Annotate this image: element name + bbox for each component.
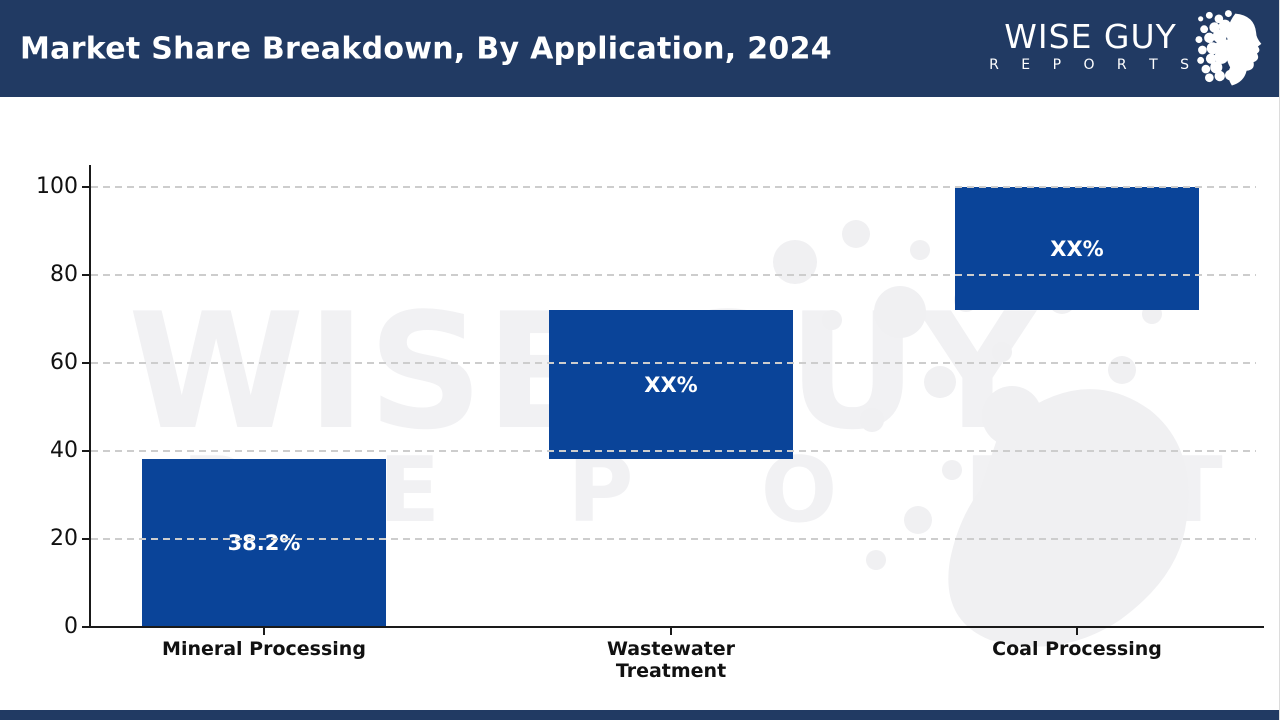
x-tick [1076,628,1078,635]
bar-value-label: XX% [1050,236,1104,261]
x-tick-label-line: Treatment [615,660,727,682]
x-tick-label: Mineral Processing [154,638,374,660]
y-tick-label: 60 [50,350,78,375]
y-axis [89,165,91,628]
y-tick [82,186,90,188]
y-tick-label: 20 [50,526,78,551]
bar-value-label: XX% [644,372,698,397]
gridline [91,274,1256,276]
bar: XX% [549,310,793,459]
y-tick-label: 40 [50,438,78,463]
y-tick [82,274,90,276]
logo-wise-guy-text: WISE GUY [1004,17,1177,56]
y-tick [82,538,90,540]
y-tick-label: 80 [50,262,78,287]
y-tick-label: 0 [64,614,78,639]
y-tick [82,626,90,628]
x-tick [263,628,265,635]
x-tick-label-line: Mineral Processing [162,638,366,660]
logo-wordmark: WISE GUY R E P O R T S [983,17,1198,74]
bar-value-label: 38.2% [227,530,301,555]
x-tick-label-line: Coal Processing [992,638,1162,660]
x-axis [89,626,1264,628]
gridline [91,186,1256,188]
wise-guy-reports-logo: WISE GUY R E P O R T S [989,4,1270,94]
logo-dotted-face-icon [1195,10,1262,86]
header-band: Market Share Breakdown, By Application, … [0,0,1279,97]
x-tick-label: Coal Processing [967,638,1187,660]
gridline [91,538,1256,540]
footer-band [0,710,1279,720]
gridline [91,450,1256,452]
x-tick-label: Wastewater Treatment [561,638,781,682]
y-tick [82,362,90,364]
logo-reports-text: R E P O R T S [989,57,1198,73]
x-tick [670,628,672,635]
y-tick-label: 100 [36,174,78,199]
x-tick-label-line: Wastewater [606,638,736,660]
bar: 38.2% [142,458,386,627]
bar: XX% [955,187,1199,311]
chart-title: Market Share Breakdown, By Application, … [20,31,832,66]
gridline [91,362,1256,364]
y-tick [82,450,90,452]
